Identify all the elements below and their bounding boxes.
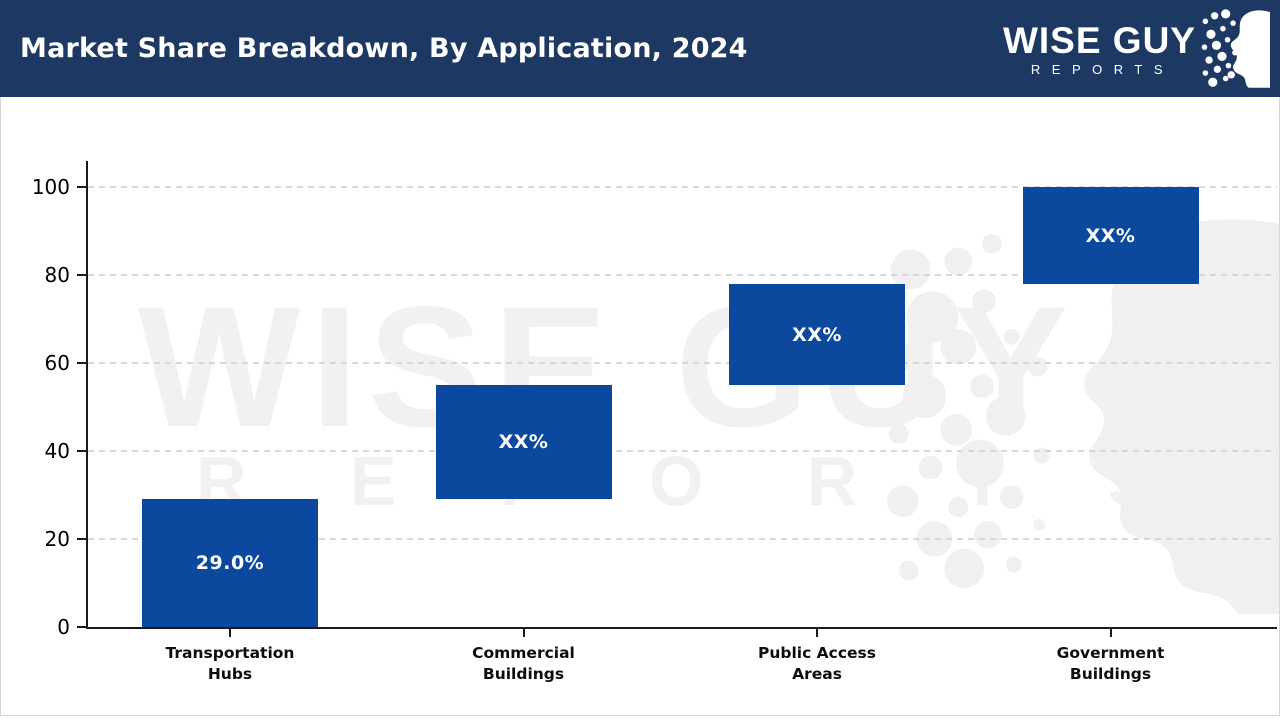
- y-tick-mark: [77, 186, 86, 188]
- logo-sub-text: REPORTS: [1030, 61, 1175, 77]
- page-title: Market Share Breakdown, By Application, …: [20, 33, 748, 64]
- x-tick-mark: [816, 629, 818, 637]
- x-tick-mark: [229, 629, 231, 637]
- y-gridline-40: [88, 450, 1277, 452]
- bar-value-label: XX%: [792, 323, 842, 346]
- bar-value-label: 29.0%: [195, 552, 265, 574]
- bar-4: XX%: [1022, 187, 1199, 284]
- bar-2: XX%: [435, 385, 612, 499]
- y-tick-mark: [77, 274, 86, 276]
- watermark-face-icon: [886, 219, 1279, 614]
- bar-value-label: XX%: [1085, 224, 1136, 247]
- y-tick-mark: [77, 450, 86, 452]
- brand-logo: WISE GUY REPORTS: [1003, 0, 1270, 97]
- y-gridline-20: [88, 538, 1277, 540]
- x-category-label: Government Buildings: [1056, 644, 1165, 683]
- plot-area: 0 20 40 60 80 100 29.0% Transportation Hubs XX% C…: [32, 161, 1277, 683]
- y-tick-label: 60: [44, 351, 70, 375]
- logo-brand-text: WISE GUY: [1002, 19, 1196, 61]
- x-category-label: Public Access Areas: [757, 644, 877, 683]
- x-category-label: Commercial Buildings: [472, 644, 575, 683]
- y-tick-mark: [77, 626, 86, 628]
- y-tick-label: 80: [44, 263, 70, 287]
- header-bar: Market Share Breakdown, By Application, …: [0, 0, 1280, 97]
- x-tick-mark: [1109, 629, 1112, 637]
- y-tick-label: 100: [31, 175, 70, 199]
- y-tick-label: 0: [57, 615, 70, 639]
- y-tick-mark: [77, 362, 86, 364]
- brand-logo-text: WISE GUY REPORTS: [1002, 19, 1196, 77]
- x-tick-mark: [522, 629, 525, 637]
- y-gridline-60: [88, 362, 1277, 364]
- y-tick-label: 20: [44, 527, 70, 551]
- logo-face-icon: [1201, 8, 1270, 88]
- y-tick-mark: [77, 538, 86, 540]
- x-category-label: Transportation Hubs: [165, 644, 295, 683]
- bar-3: XX%: [729, 284, 905, 385]
- bar-value-label: XX%: [498, 431, 549, 453]
- x-axis-line: [86, 627, 1277, 629]
- y-tick-label: 40: [44, 439, 70, 463]
- bar-1: 29.0%: [142, 499, 318, 627]
- y-axis-line: [86, 161, 88, 629]
- y-gridline-100: [88, 186, 1277, 188]
- y-gridline-80: [88, 274, 1277, 276]
